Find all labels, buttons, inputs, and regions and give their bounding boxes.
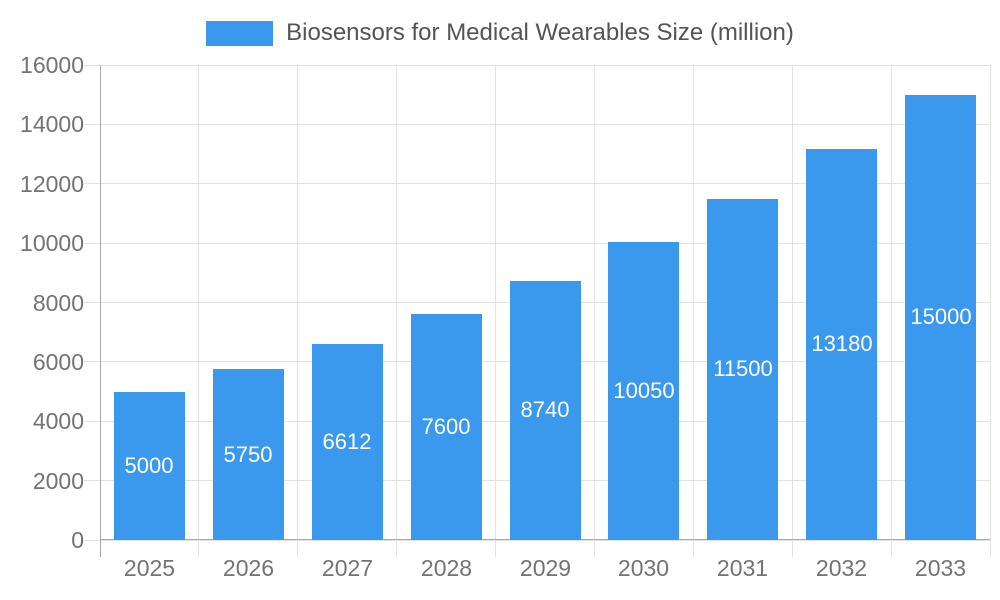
v-gridline (396, 65, 398, 557)
bar-value-label: 7600 (421, 414, 471, 439)
y-tick-label: 0 (71, 527, 84, 553)
v-gridline (297, 65, 299, 557)
bar-value-label: 11500 (713, 356, 773, 381)
bar-value-label: 8740 (520, 397, 570, 422)
y-axis-line (100, 65, 101, 557)
h-gridline (84, 183, 990, 185)
y-tick-label: 10000 (20, 230, 84, 257)
v-gridline (692, 65, 694, 557)
y-tick-label: 14000 (20, 111, 84, 138)
bar-value-label: 5000 (124, 453, 174, 478)
x-tick-label: 2032 (815, 555, 868, 581)
y-tick-label: 8000 (32, 289, 84, 316)
y-tick-label: 6000 (32, 348, 84, 375)
bar[interactable] (510, 280, 581, 540)
legend-label: Biosensors for Medical Wearables Size (m… (286, 19, 794, 46)
h-gridline (84, 539, 990, 541)
bar-value-label: 10050 (613, 378, 675, 403)
y-tick-label: 4000 (32, 408, 84, 435)
y-tick-label: 16000 (20, 52, 84, 78)
v-gridline (495, 65, 497, 557)
h-gridline (84, 242, 990, 244)
legend-swatch-icon (206, 20, 274, 46)
x-tick-label: 2027 (321, 555, 374, 581)
bar[interactable] (707, 198, 778, 540)
bar-value-label: 5750 (223, 442, 273, 467)
x-tick-label: 2028 (420, 555, 473, 581)
x-tick-label: 2025 (123, 555, 176, 581)
x-tick-label: 2031 (716, 555, 769, 581)
v-gridline (593, 65, 595, 557)
v-gridline (791, 65, 793, 557)
y-tick-label: 12000 (20, 170, 84, 197)
bar[interactable] (312, 343, 383, 540)
y-tick-label: 2000 (32, 467, 84, 494)
x-tick-label: 2030 (617, 555, 670, 581)
x-tick-label: 2029 (519, 555, 572, 581)
legend[interactable]: Biosensors for Medical Wearables Size (m… (0, 19, 1000, 47)
x-tick-label: 2033 (914, 555, 967, 581)
bar-value-label: 15000 (910, 304, 972, 329)
v-gridline (890, 65, 892, 557)
v-gridline (198, 65, 200, 557)
bar-value-label: 13180 (811, 331, 873, 356)
bar-value-label: 6612 (322, 429, 372, 454)
bar[interactable] (411, 314, 482, 540)
bar[interactable] (114, 391, 185, 540)
chart-plot-area: 5000 5750 6612 7600 8740 10050 11500 13180 15000 (84, 64, 991, 557)
h-gridline (84, 123, 990, 125)
bar[interactable] (806, 148, 877, 540)
bar[interactable] (213, 369, 284, 540)
h-gridline (84, 64, 990, 66)
bar[interactable] (905, 94, 976, 540)
x-tick-label: 2026 (222, 555, 275, 581)
bar[interactable] (608, 241, 679, 540)
v-gridline (989, 65, 991, 557)
